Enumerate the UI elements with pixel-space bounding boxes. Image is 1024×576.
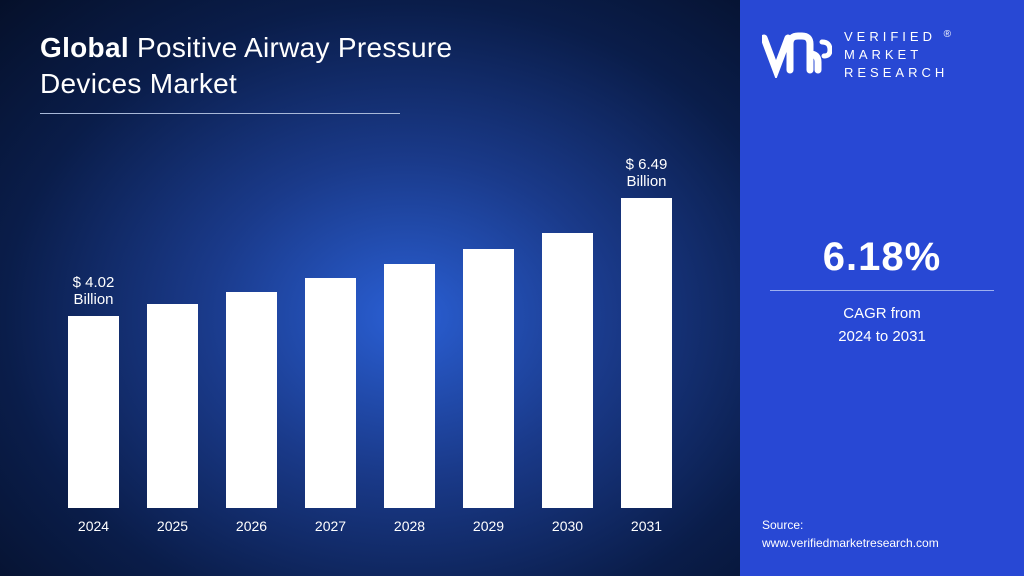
bar (305, 278, 356, 508)
x-tick: 2027 (305, 518, 356, 534)
cagr-caption-2: 2024 to 2031 (838, 328, 926, 345)
bar-wrap (384, 264, 435, 508)
bar (384, 264, 435, 508)
x-tick: 2029 (463, 518, 514, 534)
bar (542, 233, 593, 508)
source-label: Source: (762, 516, 1002, 534)
chart-panel: Global Positive Airway Pressure Devices … (0, 0, 740, 576)
cagr-caption: CAGR from 2024 to 2031 (770, 303, 994, 348)
bar-chart: $ 4.02Billion$ 6.49Billion 2024202520262… (60, 138, 680, 538)
title-rest-1: Positive Airway Pressure (129, 32, 452, 63)
title-line-2: Devices Market (40, 66, 700, 102)
logo-text-1: VERIFIED (844, 29, 936, 44)
logo: VERIFIED ® MARKET RESEARCH (762, 28, 1002, 83)
bar-wrap (463, 249, 514, 508)
logo-text-2: MARKET (844, 46, 955, 64)
logo-mark-icon (762, 32, 832, 78)
bar (463, 249, 514, 508)
bar-value-label: $ 4.02Billion (73, 274, 115, 308)
x-tick: 2024 (68, 518, 119, 534)
x-tick: 2025 (147, 518, 198, 534)
bar-value-label: $ 6.49Billion (626, 156, 668, 190)
bar (147, 304, 198, 508)
bars-container: $ 4.02Billion $ 6.49Billion (60, 138, 680, 508)
source-url: www.verifiedmarketresearch.com (762, 534, 1002, 552)
bar-wrap (542, 233, 593, 508)
cagr-caption-1: CAGR from (843, 305, 921, 322)
bar-wrap: $ 6.49Billion (621, 198, 672, 508)
x-tick: 2028 (384, 518, 435, 534)
source: Source: www.verifiedmarketresearch.com (762, 516, 1002, 552)
bar-wrap (147, 304, 198, 508)
cagr-block: 6.18% CAGR from 2024 to 2031 (740, 235, 1024, 348)
cagr-divider (770, 290, 994, 291)
sidebar: VERIFIED ® MARKET RESEARCH 6.18% CAGR fr… (740, 0, 1024, 576)
x-tick: 2026 (226, 518, 277, 534)
bar-wrap (305, 278, 356, 508)
x-axis: 2024 2025 2026 2027 2028 2029 2030 2031 (60, 508, 680, 534)
bar-wrap: $ 4.02Billion (68, 316, 119, 508)
x-tick: 2030 (542, 518, 593, 534)
bar (226, 292, 277, 508)
title-underline (40, 113, 400, 114)
logo-text-3: RESEARCH (844, 64, 955, 82)
logo-text: VERIFIED ® MARKET RESEARCH (844, 28, 955, 83)
title-bold-word: Global (40, 32, 129, 63)
registered-icon: ® (944, 29, 955, 40)
bar (621, 198, 672, 508)
chart-title: Global Positive Airway Pressure Devices … (40, 30, 700, 114)
x-tick: 2031 (621, 518, 672, 534)
bar-wrap (226, 292, 277, 508)
bar (68, 316, 119, 508)
cagr-value: 6.18% (770, 235, 994, 280)
